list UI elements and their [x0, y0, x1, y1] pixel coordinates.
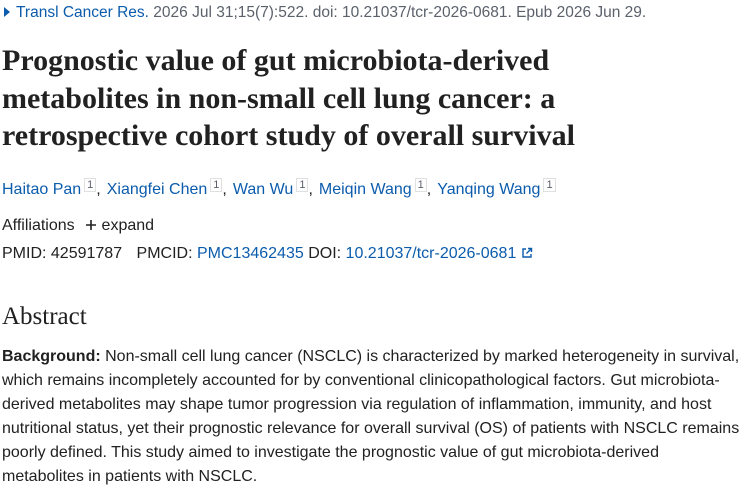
background-label: Background: — [2, 348, 101, 365]
affiliation-number[interactable]: 1 — [84, 178, 97, 192]
author-name[interactable]: Wan Wu — [232, 181, 294, 198]
background-text: Non-small cell lung cancer (NSCLC) is ch… — [2, 348, 740, 485]
abstract-heading: Abstract — [2, 303, 87, 330]
identifiers: PMID: 42591787 PMCID: PMC13462435 DOI: 1… — [2, 245, 533, 263]
expand-toggle[interactable]: expand — [85, 217, 154, 234]
author-separator: , — [222, 181, 227, 198]
doi-link[interactable]: 10.21037/tcr-2026-0681 — [345, 245, 517, 262]
journal-link[interactable]: Transl Cancer Res. — [16, 4, 149, 21]
author-name[interactable]: Yanqing Wang — [437, 181, 541, 198]
author-separator: , — [96, 181, 101, 198]
abstract-background: Background: Non-small cell lung cancer (… — [2, 345, 742, 489]
pmid-label: PMID: — [2, 245, 47, 262]
affiliation-number[interactable]: 1 — [414, 178, 427, 192]
author-name[interactable]: Haitao Pan — [2, 181, 82, 198]
article-title: Prognostic value of gut microbiota-deriv… — [2, 44, 575, 152]
pmcid-label: PMCID: — [136, 245, 193, 262]
affiliations: Affiliations expand — [2, 217, 154, 235]
affiliation-number[interactable]: 1 — [296, 178, 309, 192]
doi-label: DOI: — [308, 245, 342, 262]
affiliation-number[interactable]: 1 — [543, 178, 556, 192]
author-separator: , — [426, 181, 432, 198]
affiliation-number[interactable]: 1 — [210, 178, 223, 192]
caret-icon[interactable] — [2, 6, 12, 18]
author-name[interactable]: Meiqin Wang — [318, 181, 412, 198]
pmcid-link[interactable]: PMC13462435 — [197, 245, 304, 262]
author-name[interactable]: Xiangfei Chen — [106, 181, 208, 198]
plus-icon — [86, 220, 97, 230]
expand-text[interactable]: expand — [101, 217, 155, 234]
author-list: Haitao Pan 1, Xiangfei Chen 1, Wan Wu 1, Meiqi… — [2, 178, 556, 199]
citation: Transl Cancer Res. 2026 Jul 31;15(7):522… — [2, 4, 646, 22]
author-separator: , — [308, 181, 313, 198]
external-link-icon[interactable] — [521, 247, 533, 259]
affiliations-label: Affiliations — [2, 217, 75, 234]
citation-details: 2026 Jul 31;15(7):522. doi: 10.21037/tcr… — [153, 4, 647, 21]
pmid: 42591787 — [50, 245, 123, 262]
